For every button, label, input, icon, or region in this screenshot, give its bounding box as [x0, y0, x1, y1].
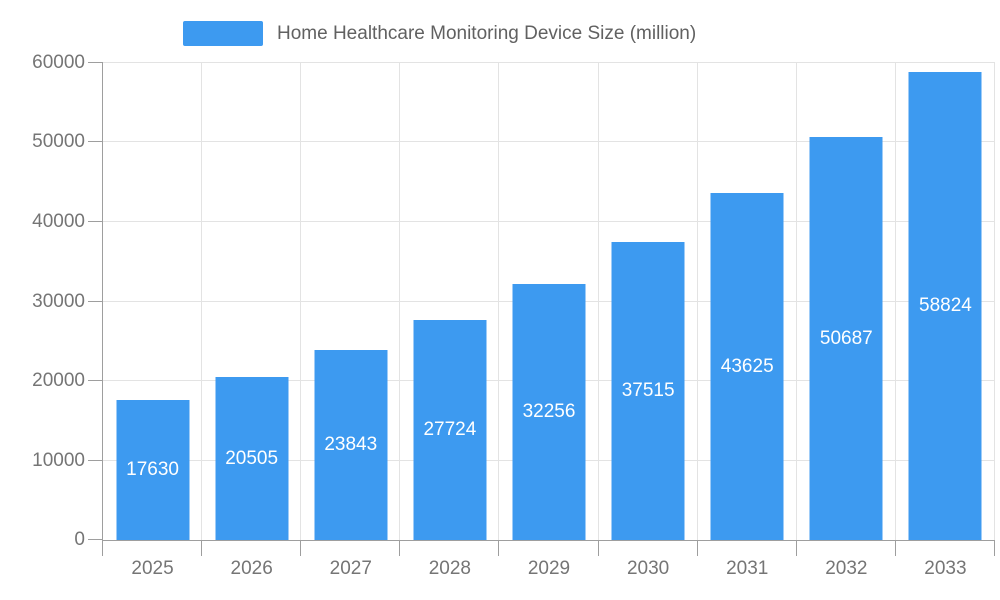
gridline-vertical: [994, 63, 995, 540]
x-tick-label: 2029: [527, 558, 571, 579]
x-axis-tick: [597, 541, 599, 556]
x-axis-tick: [696, 541, 698, 556]
y-axis-tick: [88, 220, 103, 222]
x-axis-tick: [498, 541, 500, 556]
y-axis-line: [102, 63, 103, 540]
y-axis-tick: [88, 141, 103, 143]
x-tick-label: 2032: [825, 558, 868, 579]
x-tick-label: 2025: [131, 558, 174, 579]
y-axis-tick: [88, 539, 103, 540]
gridline-vertical: [399, 63, 401, 540]
bar[interactable]: 23843: [314, 350, 388, 540]
x-tick-label: 2030: [626, 558, 670, 579]
x-axis-tick: [201, 541, 203, 556]
bar[interactable]: 17630: [116, 399, 190, 540]
y-tick-label: 30000: [32, 290, 85, 312]
x-axis-tick: [300, 541, 302, 556]
y-tick-label: 20000: [32, 369, 85, 391]
gridline-vertical: [201, 63, 203, 540]
bar-value-label: 32256: [522, 400, 576, 422]
legend-item[interactable]: Home Healthcare Monitoring Device Size (…: [183, 21, 696, 46]
bar[interactable]: 37515: [611, 241, 685, 540]
y-axis-tick: [88, 300, 103, 302]
x-axis-line: [102, 540, 995, 541]
x-tick-label: 2026: [230, 558, 273, 579]
x-tick-label: 2033: [924, 558, 967, 579]
x-axis-tick: [102, 541, 103, 556]
x-axis-tick: [399, 541, 401, 556]
bar[interactable]: 43625: [710, 193, 784, 540]
gridline-vertical: [696, 63, 698, 540]
bar-value-label: 37515: [621, 379, 675, 401]
plot-area: 17630 20505 23843 27724 32256 37515 43625 50687…: [88, 62, 995, 556]
gridline-horizontal: [103, 141, 995, 143]
y-tick-label: 40000: [32, 210, 85, 232]
x-axis-tick: [795, 541, 797, 556]
gridline-vertical: [597, 63, 599, 540]
bar-value-label: 43625: [720, 355, 774, 377]
x-tick-label: 2031: [726, 558, 769, 579]
bar-value-label: 58824: [919, 295, 972, 317]
y-axis: 0 10000 20000 30000 40000 50000 60000: [0, 52, 85, 550]
gridline-horizontal: [103, 220, 995, 222]
bar-value-label: 27724: [423, 418, 477, 440]
gridline-vertical: [795, 63, 797, 540]
y-tick-label: 0: [74, 529, 85, 550]
x-axis-tick: [994, 541, 995, 556]
legend-label: Home Healthcare Monitoring Device Size (…: [277, 23, 697, 44]
bar-value-label: 23843: [324, 434, 378, 456]
bar[interactable]: 27724: [413, 319, 487, 540]
gridline-horizontal: [103, 62, 995, 63]
bar[interactable]: 20505: [215, 377, 289, 540]
y-tick-label: 50000: [32, 131, 85, 153]
y-axis-tick: [88, 379, 103, 381]
y-axis-tick: [88, 459, 103, 461]
y-tick-label: 60000: [32, 52, 85, 73]
x-axis-tick: [894, 541, 896, 556]
y-axis-tick: [88, 62, 103, 63]
bar-value-label: 50687: [819, 327, 873, 349]
bar-value-label: 17630: [126, 458, 179, 480]
gridline-vertical: [300, 63, 302, 540]
bar-value-label: 20505: [225, 447, 279, 469]
x-tick-label: 2027: [329, 558, 372, 579]
x-tick-label: 2028: [428, 558, 472, 579]
y-tick-label: 10000: [32, 449, 85, 471]
gridline-vertical: [498, 63, 500, 540]
bar[interactable]: 50687: [809, 137, 883, 540]
bar[interactable]: 58824: [908, 72, 982, 540]
x-axis: 2025 2026 2027 2028 2029 2030 2031 2032 2033: [103, 558, 995, 588]
bar[interactable]: 32256: [512, 283, 586, 540]
gridline-vertical: [894, 63, 896, 540]
legend-swatch-icon: [183, 21, 263, 46]
